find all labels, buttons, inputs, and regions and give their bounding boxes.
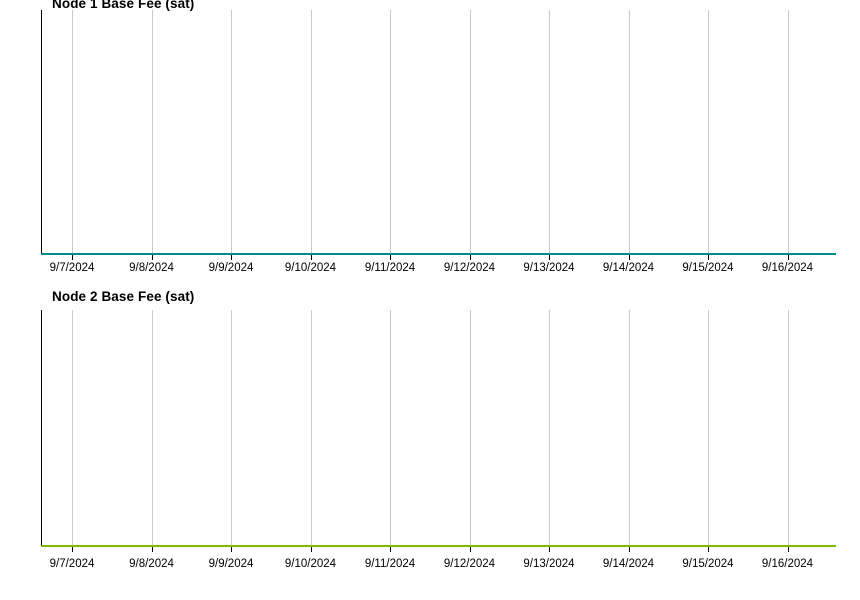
x-axis-label: 9/8/2024 [129, 262, 174, 274]
tick-mark [310, 255, 312, 260]
tick-mark [469, 255, 471, 260]
tick-mark [628, 255, 630, 260]
gridline [787, 310, 789, 547]
tick-mark [549, 547, 550, 552]
x-axis-label: 9/15/2024 [682, 558, 734, 570]
gridline [549, 310, 550, 547]
data-series-line-node-2 [41, 545, 836, 547]
tick-mark [231, 255, 232, 260]
tick-mark [231, 547, 232, 552]
tick-mark [72, 255, 73, 260]
gridline [708, 10, 709, 255]
x-axis-label: 9/8/2024 [129, 558, 174, 570]
gridline [549, 10, 550, 255]
x-axis-label: 9/15/2024 [682, 262, 734, 274]
gridline [151, 310, 153, 547]
x-axis-label: 9/9/2024 [208, 262, 254, 274]
gridline [469, 10, 471, 255]
gridline [708, 310, 709, 547]
x-axis-label: 9/11/2024 [364, 558, 416, 570]
chart-title-node-1: Node 1 Base Fee (sat) [52, 0, 195, 11]
tick-mark [390, 547, 391, 552]
plot-area-node-2 [41, 310, 836, 547]
tick-mark [708, 547, 709, 552]
gridline [628, 10, 630, 255]
gridline [390, 310, 391, 547]
gridline [469, 310, 471, 547]
y-axis-line-node-1 [41, 10, 42, 255]
tick-mark [787, 547, 789, 552]
x-axis-label: 9/10/2024 [284, 262, 337, 274]
y-axis-line-node-2 [41, 310, 42, 547]
tick-mark [787, 255, 789, 260]
gridline [72, 310, 73, 547]
x-axis-label: 9/10/2024 [284, 558, 337, 570]
x-axis-label: 9/7/2024 [49, 262, 95, 274]
x-axis-labels-node-1: 9/7/2024 9/8/2024 9/9/2024 9/10/2024 9/11/20… [0, 261, 860, 277]
data-series-line-node-1 [41, 253, 836, 255]
x-axis-label: 9/12/2024 [443, 558, 496, 570]
tick-mark [151, 255, 153, 260]
x-axis-label: 9/11/2024 [364, 262, 416, 274]
gridline [72, 10, 73, 255]
x-axis-label: 9/14/2024 [602, 558, 655, 570]
x-axis-label: 9/13/2024 [523, 558, 575, 570]
x-axis-label: 9/16/2024 [761, 558, 814, 570]
plot-area-node-1 [41, 10, 836, 255]
gridline [390, 10, 391, 255]
gridline [310, 310, 312, 547]
chart-panel-node-1: Node 1 Base Fee (sat) 9/7/2024 9/8/2024 9/… [0, 0, 860, 290]
tick-mark [708, 255, 709, 260]
gridline [231, 10, 232, 255]
tick-mark [469, 547, 471, 552]
tick-mark [72, 547, 73, 552]
tick-mark [151, 547, 153, 552]
x-axis-label: 9/14/2024 [602, 262, 655, 274]
x-axis-label: 9/16/2024 [761, 262, 814, 274]
gridline [628, 310, 630, 547]
x-axis-label: 9/13/2024 [523, 262, 575, 274]
tick-mark [549, 255, 550, 260]
x-axis-label: 9/7/2024 [49, 558, 95, 570]
gridline [151, 10, 153, 255]
x-axis-labels-node-2: 9/7/2024 9/8/2024 9/9/2024 9/10/2024 9/11/20… [0, 557, 860, 573]
tick-mark [390, 255, 391, 260]
chart-title-node-2: Node 2 Base Fee (sat) [52, 289, 195, 304]
gridline [787, 10, 789, 255]
gridline [310, 10, 312, 255]
tick-mark [628, 547, 630, 552]
x-axis-label: 9/9/2024 [208, 558, 254, 570]
x-axis-label: 9/12/2024 [443, 262, 496, 274]
gridline [231, 310, 232, 547]
chart-panel-node-2: Node 2 Base Fee (sat) 9/7/2024 9/8/2024 9/… [0, 290, 860, 590]
tick-mark [310, 547, 312, 552]
